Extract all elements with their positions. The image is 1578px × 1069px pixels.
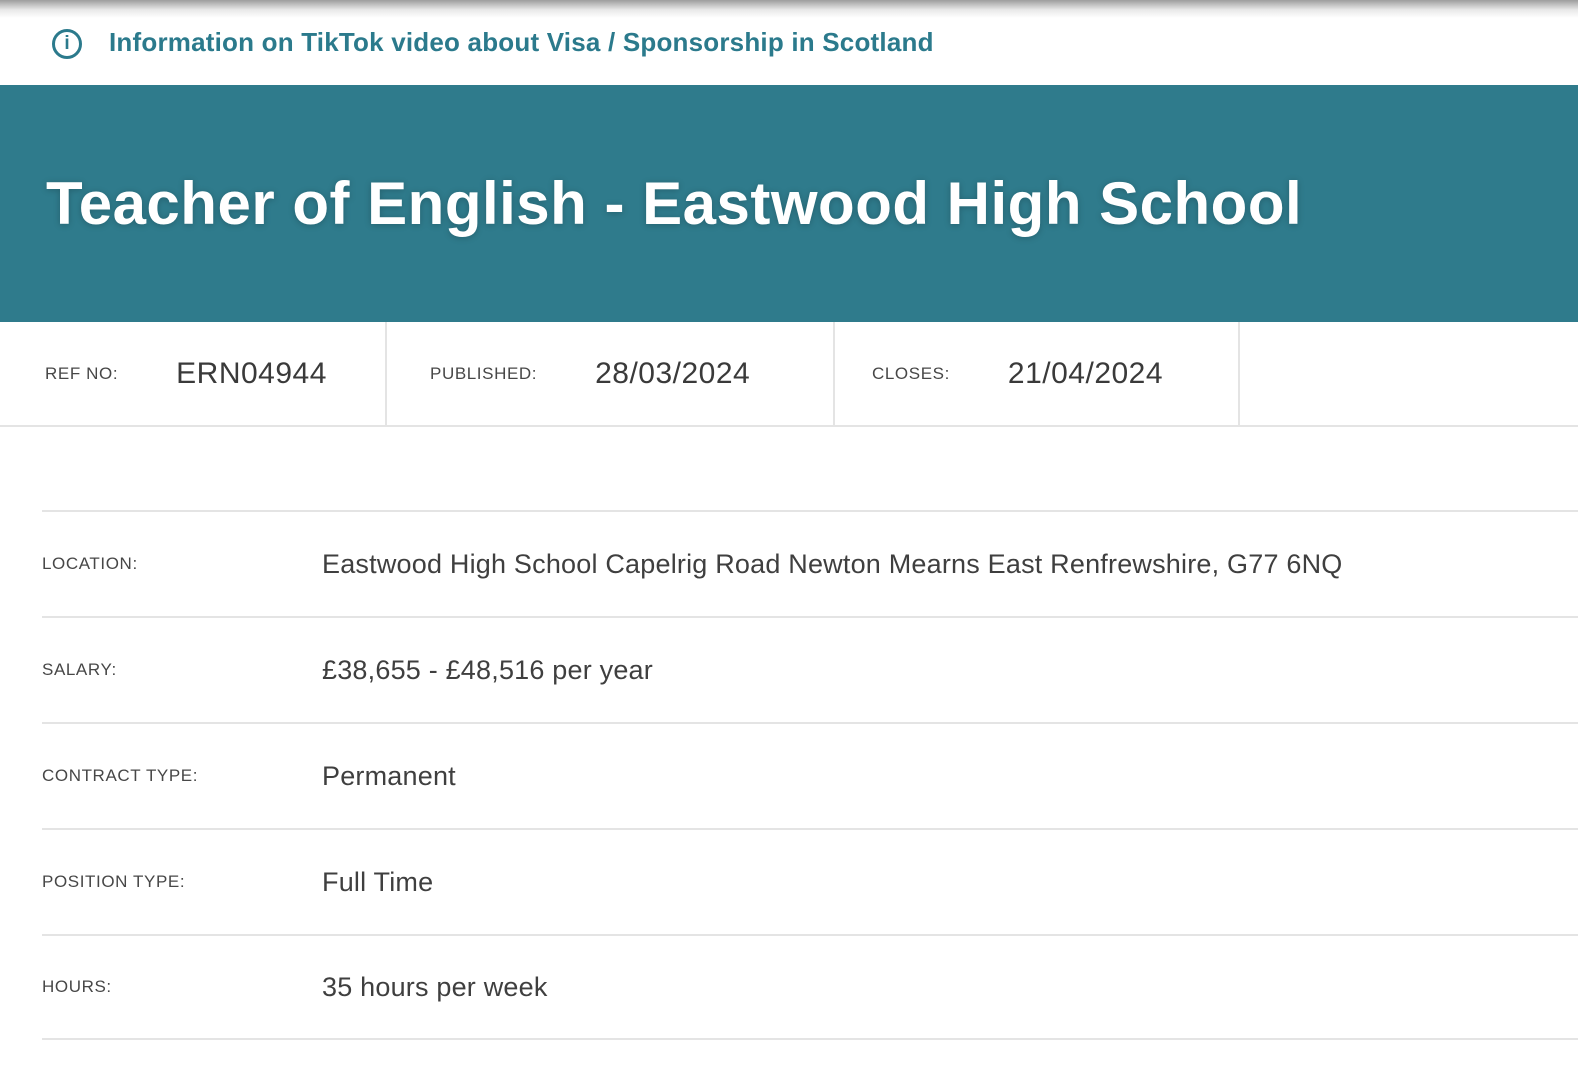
meta-cell-closes: CLOSES: 21/04/2024	[833, 322, 1238, 425]
meta-value: ERN04944	[176, 356, 327, 390]
detail-label: POSITION TYPE:	[42, 872, 186, 891]
detail-value: Full Time	[322, 866, 434, 897]
meta-label: CLOSES:	[872, 363, 950, 383]
meta-cell-empty	[1238, 322, 1578, 425]
detail-row-location: LOCATION: Eastwood High School Capelrig …	[42, 510, 1578, 616]
meta-value: 21/04/2024	[1007, 356, 1164, 390]
info-banner-link[interactable]: i Information on TikTok video about Visa…	[0, 0, 1578, 85]
info-banner-text: Information on TikTok video about Visa /…	[109, 27, 934, 57]
detail-row-position-type: POSITION TYPE: Full Time	[42, 828, 1578, 934]
detail-value: £38,655 - £48,516 per year	[322, 654, 653, 685]
meta-cell-ref-no: REF NO: ERN04944	[0, 322, 385, 425]
job-meta-strip: REF NO: ERN04944 PUBLISHED: 28/03/2024 C…	[0, 322, 1578, 427]
detail-label: HOURS:	[42, 977, 112, 996]
meta-label: REF NO:	[45, 363, 119, 383]
detail-label: SALARY:	[42, 660, 117, 679]
job-details-list: LOCATION: Eastwood High School Capelrig …	[0, 510, 1578, 1040]
detail-value: 35 hours per week	[322, 971, 548, 1002]
job-title-banner: Teacher of English - Eastwood High Schoo…	[0, 85, 1578, 322]
meta-value: 28/03/2024	[595, 356, 751, 390]
detail-label: LOCATION:	[42, 554, 138, 573]
detail-row-hours: HOURS: 35 hours per week	[42, 934, 1578, 1040]
detail-value: Eastwood High School Capelrig Road Newto…	[322, 548, 1343, 579]
info-icon: i	[52, 28, 82, 59]
detail-value: Permanent	[322, 760, 456, 791]
meta-label: PUBLISHED:	[430, 363, 538, 383]
page-title: Teacher of English - Eastwood High Schoo…	[46, 170, 1303, 237]
detail-label: CONTRACT TYPE:	[42, 766, 199, 785]
detail-row-contract-type: CONTRACT TYPE: Permanent	[42, 722, 1578, 828]
meta-cell-published: PUBLISHED: 28/03/2024	[385, 322, 833, 425]
detail-row-salary: SALARY: £38,655 - £48,516 per year	[42, 616, 1578, 722]
